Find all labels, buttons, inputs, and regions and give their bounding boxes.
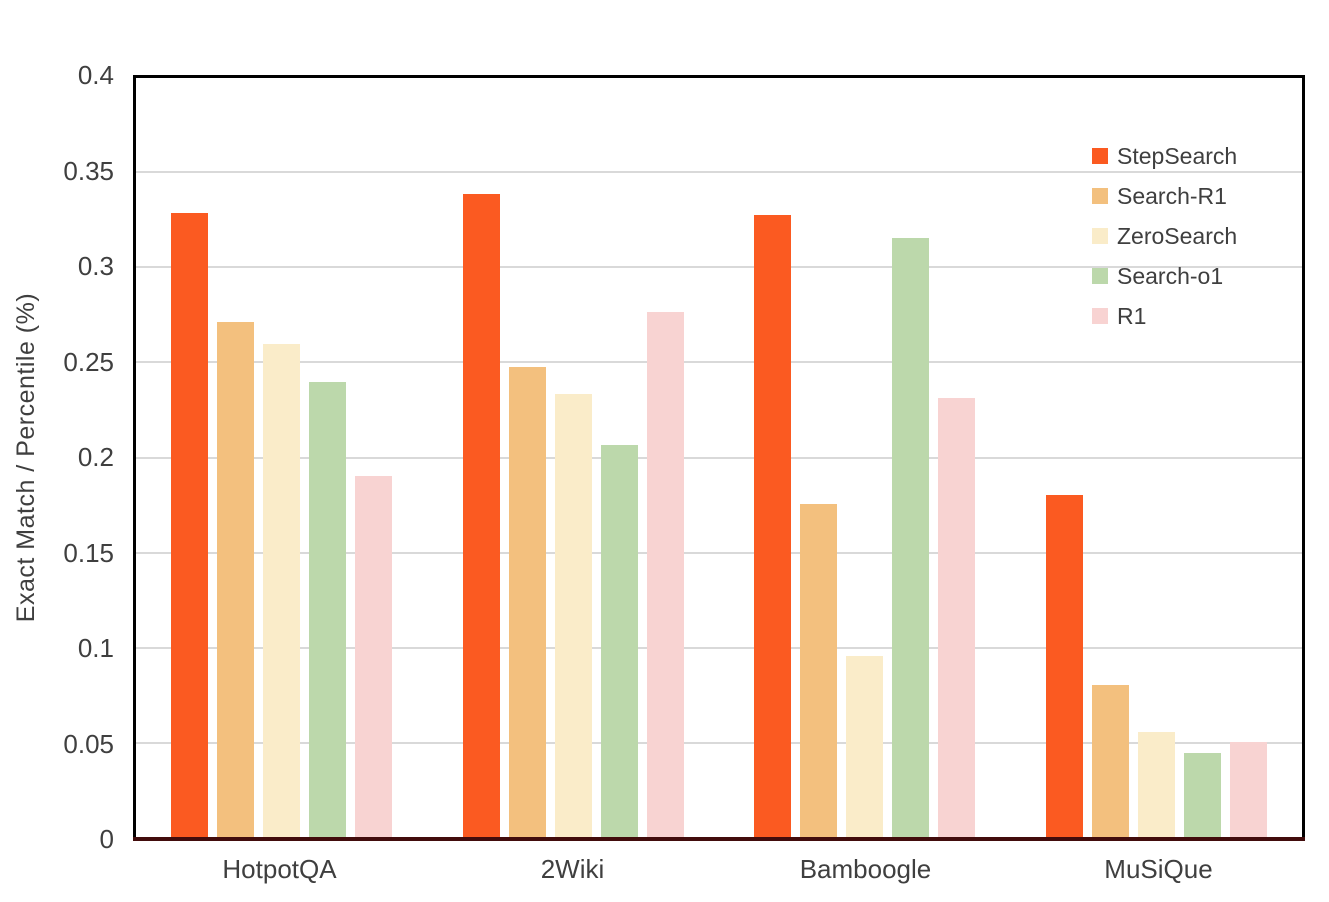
- bar-Search-R1-Bamboogle: [800, 504, 838, 839]
- y-tick-label: 0.15: [63, 537, 114, 568]
- bar-StepSearch-HotpotQA: [171, 213, 209, 839]
- legend-label: StepSearch: [1117, 142, 1238, 169]
- legend-swatch-icon: [1092, 308, 1108, 324]
- x-category-label-HotpotQA: HotpotQA: [222, 854, 337, 884]
- bar-R1-HotpotQA: [355, 475, 393, 839]
- legend-item-ZeroSearch: ZeroSearch: [1092, 222, 1238, 249]
- gridline: [136, 171, 1302, 174]
- bar-ZeroSearch-HotpotQA: [263, 344, 301, 839]
- legend-label: Search-o1: [1117, 262, 1224, 289]
- legend-swatch-icon: [1092, 268, 1108, 284]
- bar-group-Bamboogle: [754, 78, 976, 839]
- x-category-label-2Wiki: 2Wiki: [540, 854, 605, 884]
- legend-item-Search-R1: Search-R1: [1092, 182, 1237, 209]
- bar-Search-o1-Bamboogle: [892, 237, 930, 839]
- y-tick-label: 0.25: [63, 346, 114, 377]
- bar-Search-o1-HotpotQA: [309, 382, 347, 839]
- legend-item-R1: R1: [1092, 302, 1237, 329]
- y-tick-label: 0.3: [77, 251, 114, 281]
- x-category-label-Bamboogle: Bamboogle: [799, 854, 932, 884]
- bar-Search-o1-MuSiQue: [1183, 753, 1221, 839]
- bar-Search-o1-2Wiki: [600, 445, 638, 839]
- bar-groups: [136, 78, 1302, 839]
- gridline: [136, 361, 1302, 364]
- x-axis-labels: HotpotQA 2Wiki Bamboogle MuSiQue: [133, 854, 1305, 885]
- legend: StepSearch Search-R1 ZeroSearch Search-o1 R1: [1092, 142, 1238, 344]
- gridline: [136, 646, 1302, 649]
- gridline: [136, 456, 1302, 459]
- y-tick-label: 0.35: [63, 155, 114, 186]
- y-tick-label: 0.2: [77, 442, 114, 472]
- bar-StepSearch-Bamboogle: [754, 214, 792, 839]
- gridline: [136, 266, 1302, 269]
- legend-swatch-icon: [1092, 228, 1108, 244]
- legend-swatch-icon: [1092, 148, 1108, 164]
- y-tick-label: 0.05: [63, 728, 114, 759]
- bar-Search-R1-HotpotQA: [217, 321, 255, 839]
- bar-R1-MuSiQue: [1229, 741, 1267, 839]
- legend-label: Search-R1: [1117, 182, 1227, 209]
- bar-ZeroSearch-Bamboogle: [846, 656, 884, 839]
- gridline: [136, 741, 1302, 744]
- bar-ZeroSearch-2Wiki: [554, 393, 592, 839]
- plot-area: StepSearch Search-R1 ZeroSearch Search-o1 R1: [133, 75, 1305, 841]
- legend-label: R1: [1117, 302, 1147, 329]
- y-axis-labels: 0 0.05 0.1 0.15 0.2 0.25 0.3 0.35 0.4: [0, 60, 126, 854]
- bar-group-MuSiQue: [1045, 78, 1267, 839]
- bar-Search-R1-MuSiQue: [1091, 684, 1129, 839]
- legend-swatch-icon: [1092, 188, 1108, 204]
- bar-group-2Wiki: [462, 78, 684, 839]
- bar-StepSearch-MuSiQue: [1045, 494, 1083, 839]
- y-tick-label: 0.4: [77, 60, 114, 90]
- gridline: [136, 551, 1302, 554]
- bar-group-HotpotQA: [171, 78, 393, 839]
- x-category-label-MuSiQue: MuSiQue: [1104, 854, 1213, 884]
- bar-StepSearch-2Wiki: [462, 194, 500, 839]
- gridlines: [136, 78, 1302, 839]
- legend-item-StepSearch: StepSearch: [1092, 142, 1238, 169]
- bar-Search-R1-2Wiki: [508, 367, 546, 839]
- bar-ZeroSearch-MuSiQue: [1137, 732, 1175, 839]
- bar-R1-2Wiki: [646, 312, 684, 839]
- x-axis-baseline: [133, 837, 1305, 841]
- legend-label: ZeroSearch: [1117, 222, 1238, 249]
- bar-R1-Bamboogle: [938, 397, 976, 839]
- legend-item-Search-o1: Search-o1: [1092, 262, 1237, 289]
- y-tick-label: 0.1: [77, 633, 114, 663]
- y-tick-label: 0: [99, 824, 114, 854]
